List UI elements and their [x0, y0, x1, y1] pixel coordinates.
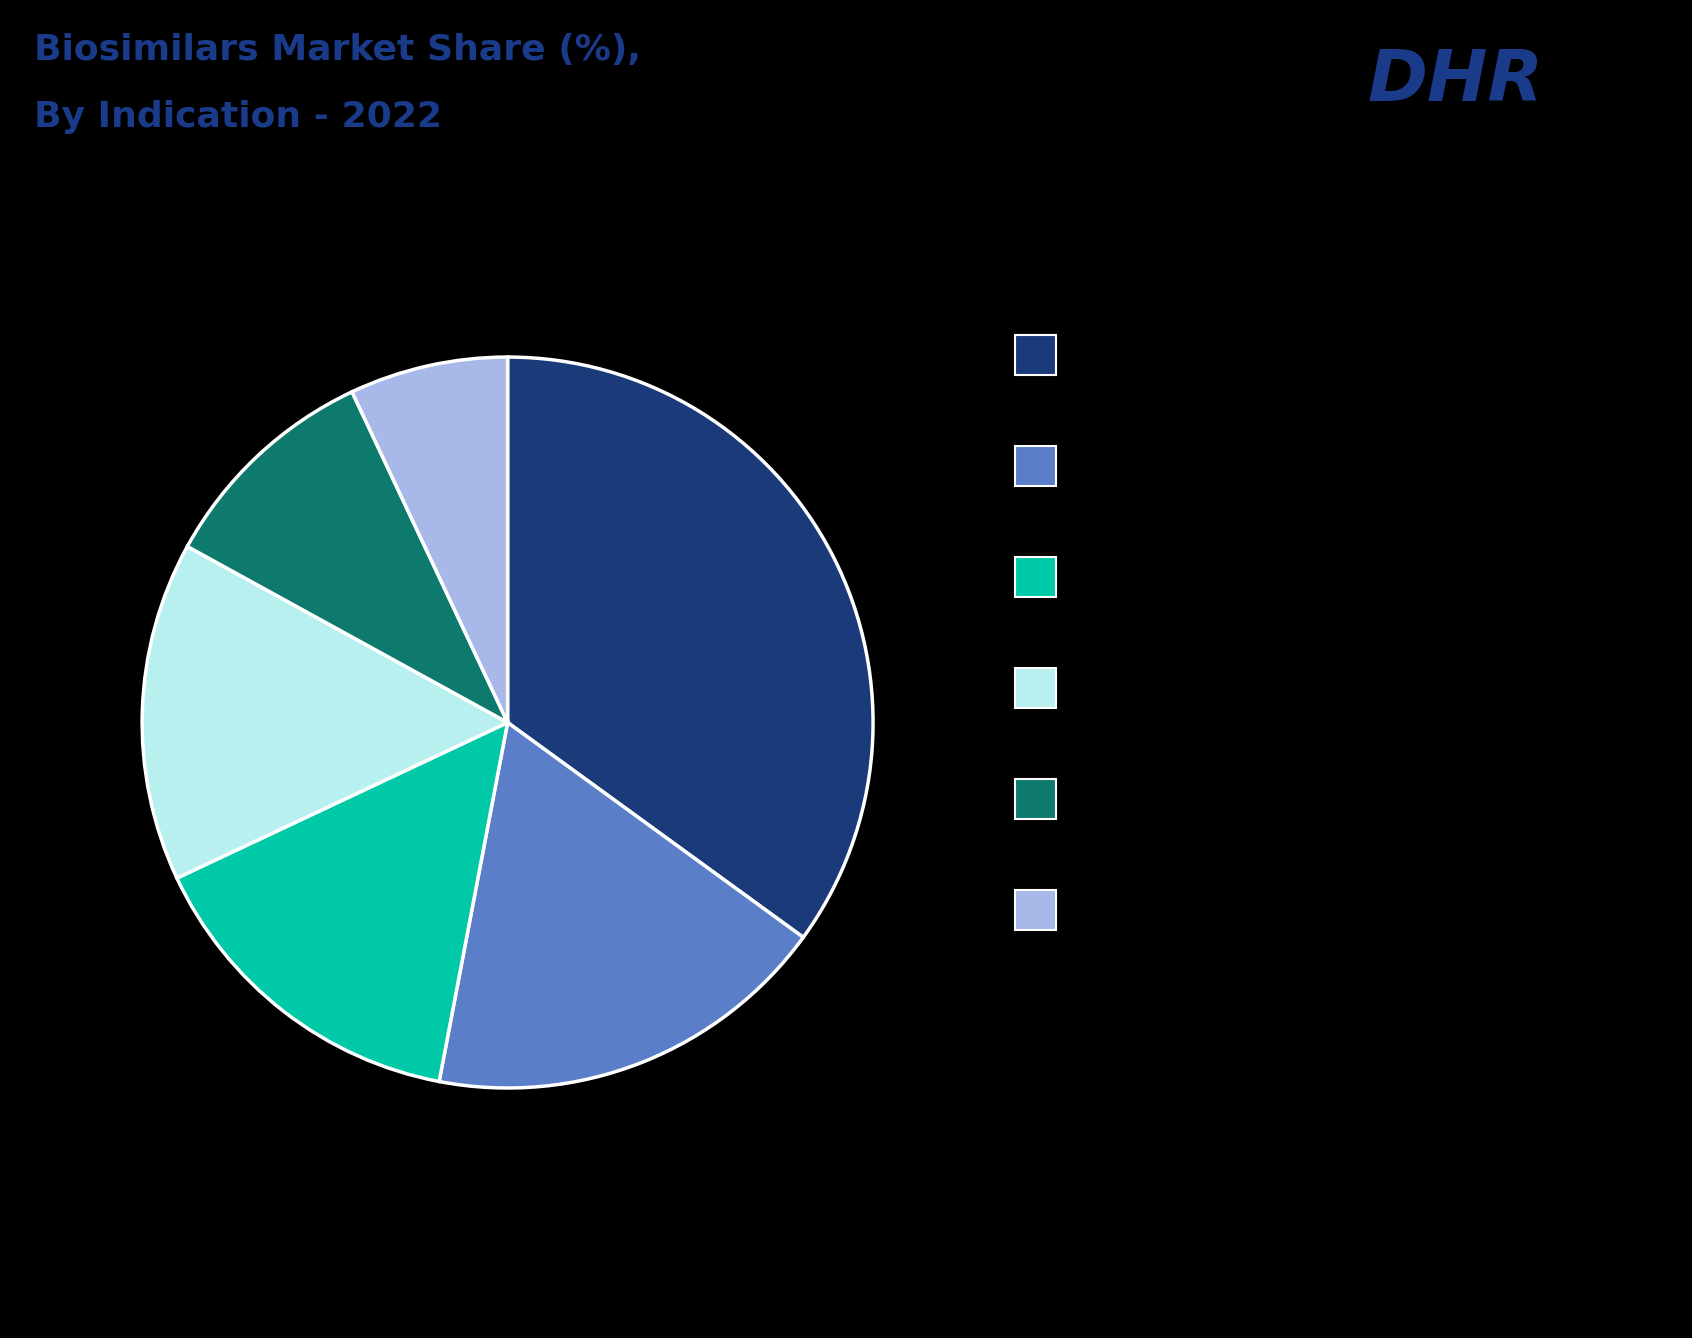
Text: By Indication - 2022: By Indication - 2022 [34, 100, 442, 134]
Wedge shape [178, 723, 508, 1081]
Text: Hematology: Hematology [1076, 565, 1228, 589]
Text: Biosimilars Market Share (%),: Biosimilars Market Share (%), [34, 33, 641, 67]
Text: Others: Others [1076, 898, 1161, 922]
Wedge shape [352, 357, 508, 723]
Text: Endocrinology: Endocrinology [1076, 676, 1254, 700]
Wedge shape [508, 357, 873, 938]
Wedge shape [142, 546, 508, 878]
Wedge shape [188, 392, 508, 723]
Text: Immunology: Immunology [1076, 454, 1232, 478]
Text: Gastroenterology: Gastroenterology [1076, 787, 1293, 811]
Wedge shape [440, 723, 804, 1088]
Text: DHR: DHR [1367, 47, 1543, 116]
Text: Oncology: Oncology [1076, 343, 1193, 367]
